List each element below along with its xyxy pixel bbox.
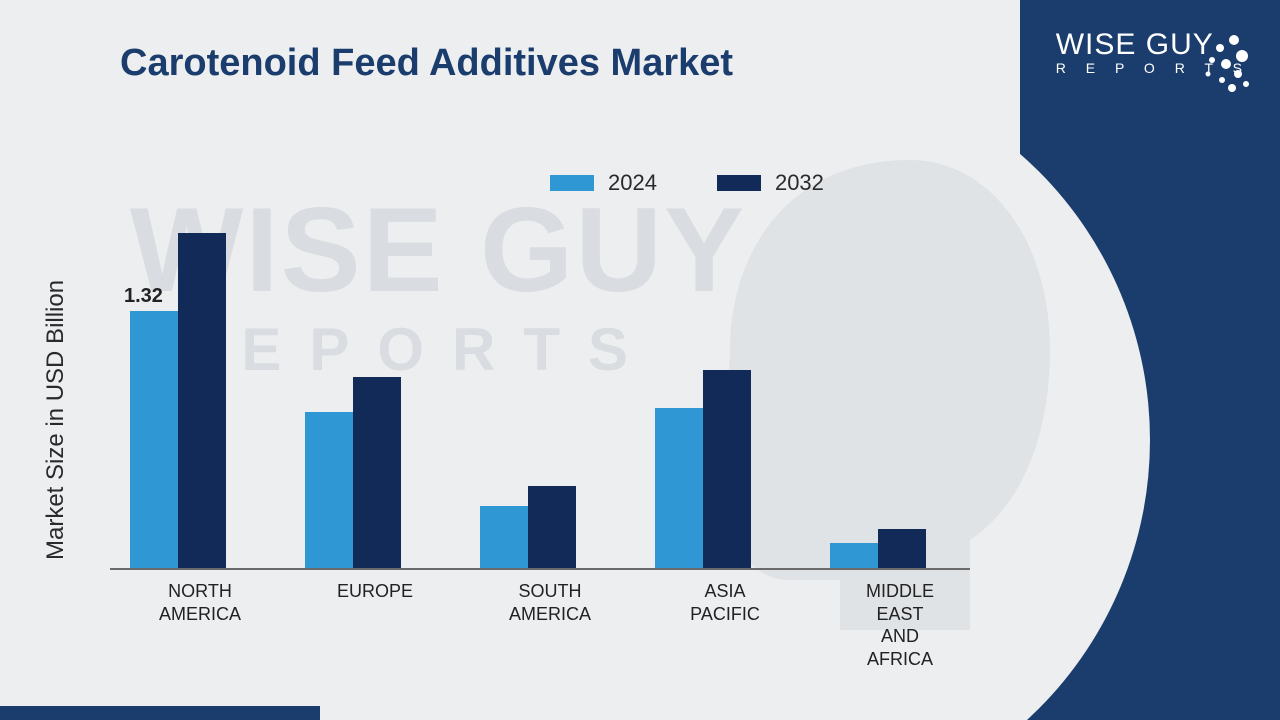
bar bbox=[305, 412, 353, 568]
footer-accent-bar bbox=[0, 706, 320, 720]
category-label: ASIAPACIFIC bbox=[645, 570, 805, 625]
bar bbox=[830, 543, 878, 568]
bar bbox=[353, 377, 401, 568]
legend-label: 2032 bbox=[775, 170, 824, 196]
category-label: SOUTHAMERICA bbox=[470, 570, 630, 625]
legend-item-2032: 2032 bbox=[717, 170, 824, 196]
chart-plot-area: NORTHAMERICAEUROPESOUTHAMERICAASIAPACIFI… bbox=[110, 210, 970, 570]
bar bbox=[703, 370, 751, 568]
legend-swatch bbox=[717, 175, 761, 191]
chart-title: Carotenoid Feed Additives Market bbox=[120, 42, 733, 85]
bar bbox=[878, 529, 926, 568]
bar bbox=[528, 486, 576, 568]
bar bbox=[655, 408, 703, 568]
bar bbox=[130, 311, 178, 568]
category-label: NORTHAMERICA bbox=[120, 570, 280, 625]
data-annotation: 1.32 bbox=[124, 285, 163, 308]
legend-swatch bbox=[550, 175, 594, 191]
legend-label: 2024 bbox=[608, 170, 657, 196]
bar bbox=[178, 233, 226, 568]
bar bbox=[480, 506, 528, 568]
y-axis-label: Market Size in USD Billion bbox=[42, 280, 70, 560]
chart-canvas: WISE GUY REPORTS Carotenoid Feed Additiv… bbox=[0, 0, 1280, 720]
chart-legend: 2024 2032 bbox=[550, 170, 824, 196]
category-label: MIDDLEEASTANDAFRICA bbox=[820, 570, 980, 670]
legend-item-2024: 2024 bbox=[550, 170, 657, 196]
brand-dots-icon bbox=[1174, 26, 1254, 106]
category-label: EUROPE bbox=[295, 570, 455, 603]
